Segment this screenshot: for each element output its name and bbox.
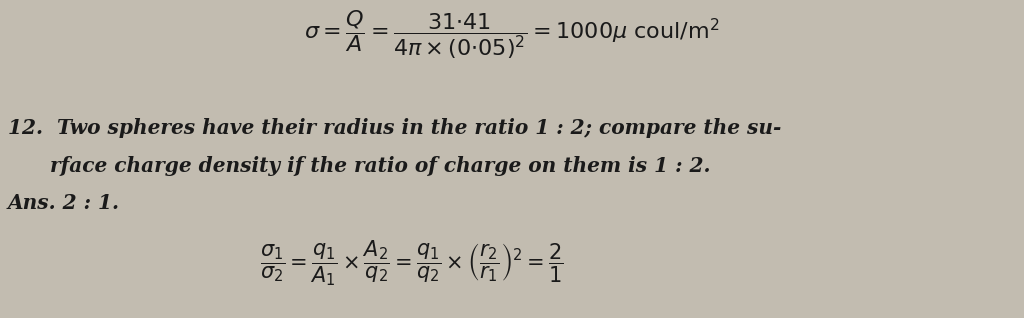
Text: $\dfrac{\sigma_{1}}{\sigma_{2}}=\dfrac{q_{1}}{A_{1}}\times\dfrac{A_{2}}{q_{2}}=\: $\dfrac{\sigma_{1}}{\sigma_{2}}=\dfrac{q…	[260, 238, 564, 288]
Text: $\sigma=\dfrac{Q}{A}=\dfrac{31{\cdot}41}{4\pi\times(0{\cdot}05)^{2}}=1000\mu\ \m: $\sigma=\dfrac{Q}{A}=\dfrac{31{\cdot}41}…	[304, 8, 720, 60]
Text: 12.  Two spheres have their radius in the ratio 1 : 2; compare the su-: 12. Two spheres have their radius in the…	[8, 118, 781, 138]
Text: rface charge density if the ratio of charge on them is 1 : 2.: rface charge density if the ratio of cha…	[50, 156, 711, 176]
Text: Ans. 2 : 1.: Ans. 2 : 1.	[8, 193, 120, 213]
